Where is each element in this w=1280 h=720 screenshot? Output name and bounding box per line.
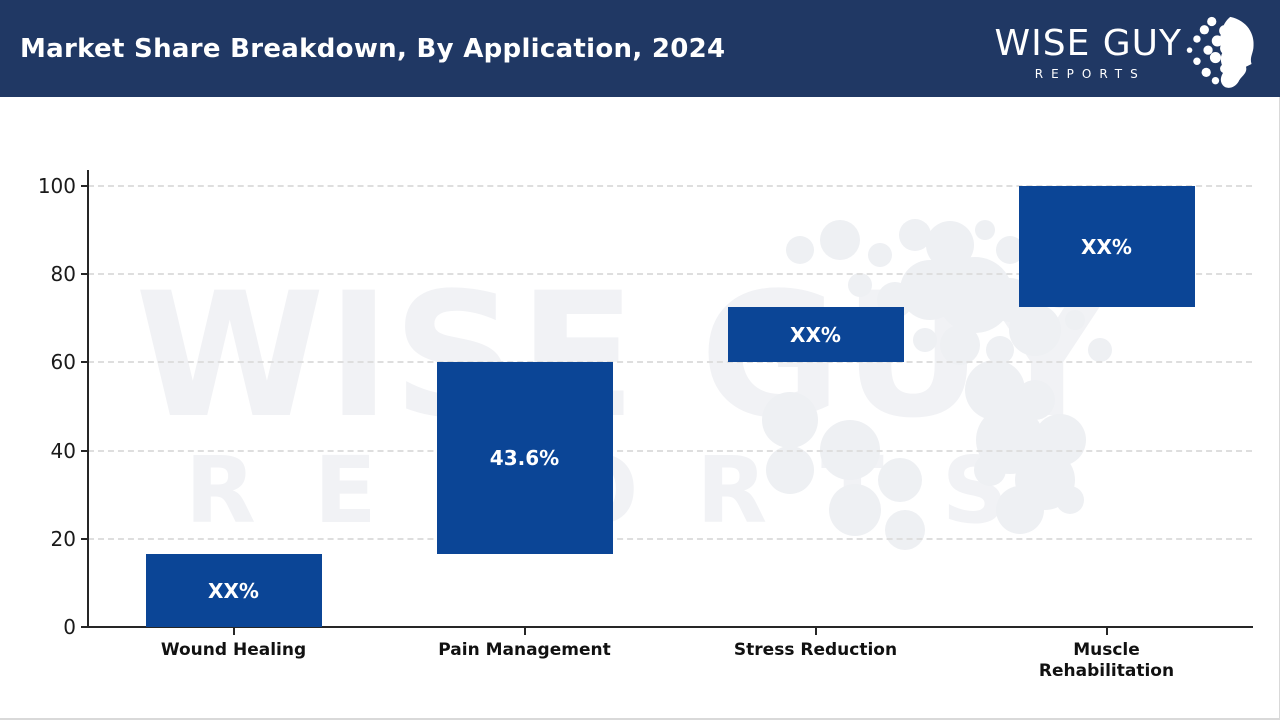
brand-text: WISE GUY REPORTS <box>994 22 1183 81</box>
gridline <box>88 185 1252 187</box>
y-tick-label: 0 <box>63 615 76 639</box>
bar-muscle: XX% <box>1018 186 1195 308</box>
gridline <box>88 449 1252 452</box>
y-tick-label: 100 <box>37 174 76 198</box>
y-axis-line <box>87 170 89 628</box>
bar-pain-management: 43.6% <box>436 361 613 555</box>
brand-subtitle: REPORTS <box>1034 66 1146 81</box>
y-tick-label: 40 <box>50 438 76 463</box>
header-banner: Market Share Breakdown, By Application, … <box>0 0 1280 97</box>
page-title: Market Share Breakdown, By Application, … <box>20 33 726 64</box>
bar-value-label: XX% <box>790 322 841 347</box>
category-label: Stress Reduction <box>733 640 898 660</box>
bar-wound-healing: XX% <box>145 554 322 627</box>
bar-value-label: XX% <box>208 578 259 603</box>
y-tick-mark <box>81 185 88 187</box>
y-tick-mark <box>81 449 88 452</box>
gridline <box>88 361 1252 364</box>
x-tick-mark <box>814 628 817 635</box>
y-tick-label: 80 <box>50 262 76 287</box>
category-label: Wound Healing <box>160 640 307 660</box>
y-tick-mark <box>81 537 88 540</box>
bar-stress-reduction: XX% <box>727 307 904 362</box>
gridline <box>88 537 1252 540</box>
x-axis-line <box>87 626 1253 628</box>
brand-face-icon <box>1186 16 1254 88</box>
x-tick-mark <box>232 628 235 635</box>
y-tick-label: 20 <box>50 526 76 551</box>
brand-name: WISE GUY <box>994 22 1182 64</box>
category-label: Pain Management <box>438 640 611 660</box>
y-tick-mark <box>81 626 88 628</box>
y-tick-mark <box>81 273 88 276</box>
x-tick-mark <box>523 628 526 635</box>
bar-value-label: 43.6% <box>489 446 560 471</box>
x-tick-mark <box>1105 628 1108 635</box>
y-tick-mark <box>81 361 88 364</box>
gridline <box>88 273 1252 276</box>
bar-value-label: XX% <box>1081 234 1132 259</box>
brand-logo: WISE GUY REPORTS <box>995 12 1259 92</box>
y-tick-label: 60 <box>50 350 76 375</box>
category-label: Muscle Rehabilitation <box>1038 640 1175 681</box>
